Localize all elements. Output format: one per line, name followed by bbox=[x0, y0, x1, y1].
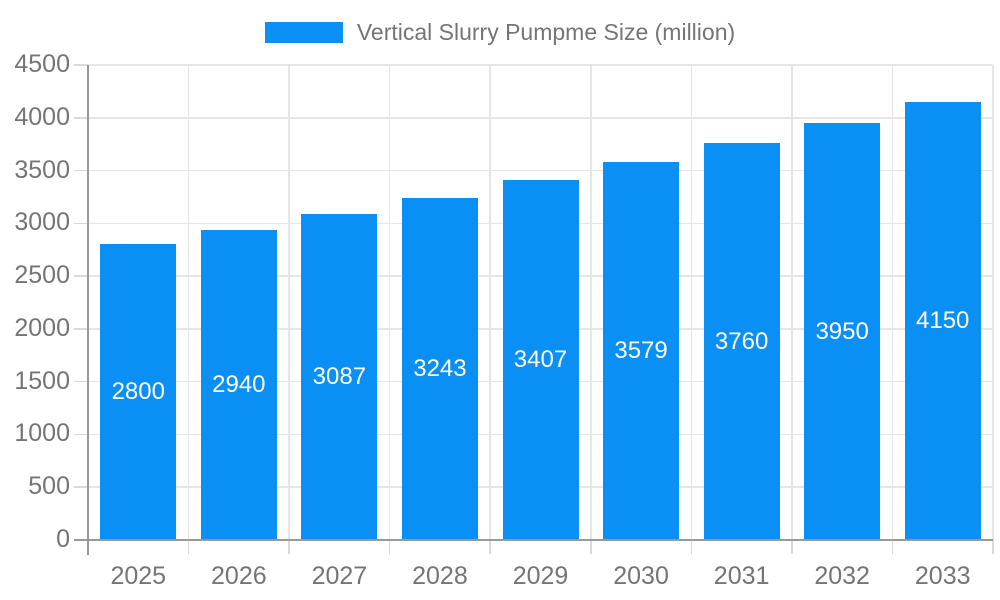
y-axis-line bbox=[87, 65, 89, 555]
bar-value-label: 3243 bbox=[413, 354, 467, 382]
x-axis-label: 2031 bbox=[713, 562, 770, 590]
x-gridline bbox=[489, 65, 491, 540]
bar-value-label: 3950 bbox=[815, 317, 869, 345]
x-axis-label: 2029 bbox=[512, 562, 569, 590]
bar-2033[interactable] bbox=[904, 101, 981, 540]
y-gridline bbox=[88, 169, 993, 172]
y-gridline bbox=[88, 64, 993, 66]
x-tick bbox=[590, 540, 592, 554]
x-gridline bbox=[187, 65, 190, 540]
y-axis-label: 1500 bbox=[14, 366, 70, 395]
x-axis-label: 2026 bbox=[211, 562, 267, 590]
bar-value-label: 2800 bbox=[111, 378, 165, 406]
x-tick bbox=[489, 540, 491, 554]
y-axis-label: 3500 bbox=[14, 155, 70, 184]
x-gridline bbox=[388, 65, 391, 540]
y-axis-label: 4500 bbox=[14, 50, 70, 78]
legend-swatch-icon bbox=[264, 21, 343, 43]
bar-2032[interactable] bbox=[804, 123, 881, 540]
x-axis-label: 2030 bbox=[613, 562, 669, 590]
x-axis-label: 2033 bbox=[914, 562, 971, 590]
bar-2031[interactable] bbox=[703, 143, 780, 540]
bar-value-label: 3760 bbox=[714, 327, 769, 355]
y-tick bbox=[74, 222, 88, 225]
bar-2030[interactable] bbox=[603, 162, 680, 540]
y-axis-label: 2000 bbox=[14, 313, 70, 342]
x-tick bbox=[992, 540, 994, 554]
x-axis-line bbox=[74, 539, 993, 541]
x-axis-label: 2025 bbox=[110, 562, 167, 590]
y-axis-label: 500 bbox=[28, 472, 70, 501]
bar-value-label: 3087 bbox=[312, 363, 367, 391]
x-axis-label: 2032 bbox=[814, 562, 870, 590]
bar-2027[interactable] bbox=[301, 214, 378, 540]
x-axis-label: 2027 bbox=[311, 562, 368, 590]
x-gridline bbox=[791, 65, 793, 540]
x-gridline bbox=[288, 65, 290, 540]
y-axis-label: 4000 bbox=[14, 102, 70, 131]
bar-2029[interactable] bbox=[502, 180, 579, 540]
x-gridline bbox=[891, 65, 894, 540]
x-tick bbox=[187, 540, 190, 554]
bar-value-label: 2940 bbox=[212, 370, 266, 398]
y-axis-label: 1000 bbox=[14, 419, 70, 448]
legend[interactable]: Vertical Slurry Pumpme Size (million) bbox=[0, 18, 1000, 46]
bar-value-label: 3407 bbox=[513, 346, 568, 374]
x-gridline bbox=[690, 65, 693, 540]
bar-value-label: 4150 bbox=[916, 306, 970, 334]
y-tick bbox=[74, 64, 88, 66]
y-tick bbox=[74, 169, 88, 172]
y-axis-label: 3000 bbox=[14, 208, 70, 237]
legend-label: Vertical Slurry Pumpme Size (million) bbox=[356, 19, 736, 45]
y-gridline bbox=[88, 117, 993, 119]
y-tick bbox=[74, 486, 88, 488]
x-tick bbox=[791, 540, 793, 554]
x-gridline bbox=[590, 65, 592, 540]
y-axis-label: 0 bbox=[56, 525, 70, 553]
x-tick bbox=[388, 540, 391, 554]
bar-value-label: 3579 bbox=[614, 337, 668, 365]
y-tick bbox=[74, 275, 88, 277]
y-tick bbox=[74, 117, 88, 119]
bar-2028[interactable] bbox=[401, 197, 478, 540]
x-tick bbox=[891, 540, 894, 554]
x-tick bbox=[690, 540, 693, 554]
x-tick bbox=[288, 540, 290, 554]
y-tick bbox=[74, 328, 88, 330]
x-axis-label: 2028 bbox=[412, 562, 468, 590]
bar-2026[interactable] bbox=[200, 229, 277, 540]
y-tick bbox=[74, 380, 88, 383]
y-tick bbox=[74, 433, 88, 436]
y-axis-label: 2500 bbox=[14, 261, 70, 290]
x-gridline bbox=[992, 65, 994, 540]
bar-2025[interactable] bbox=[100, 244, 177, 540]
